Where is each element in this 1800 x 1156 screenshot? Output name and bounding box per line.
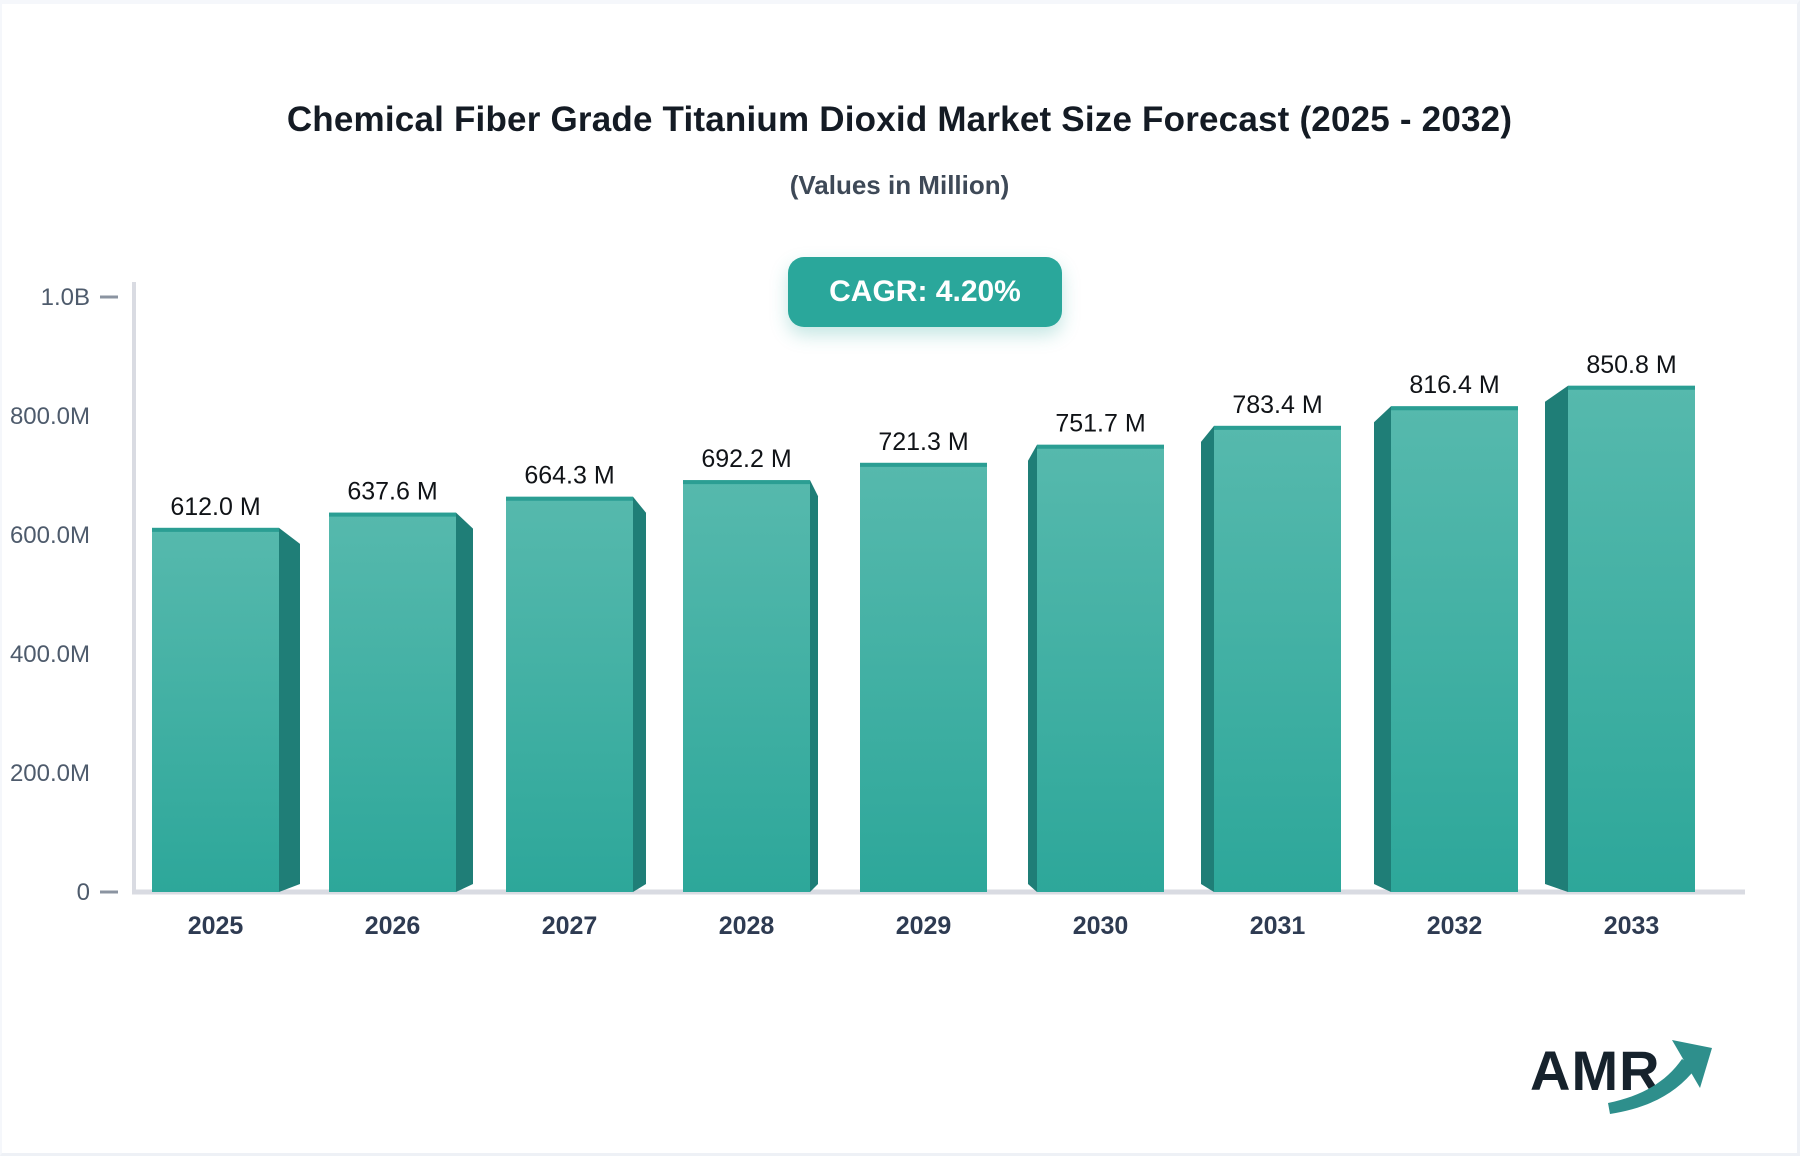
y-axis-label: 600.0M — [10, 522, 90, 549]
bar-value-label: 664.3 M — [524, 462, 614, 490]
bar-value-label: 721.3 M — [878, 428, 968, 456]
x-axis-label: 2030 — [1073, 912, 1129, 940]
bar-2031 — [1214, 425, 1341, 892]
bar-value-label: 692.2 M — [701, 445, 791, 473]
x-axis-label: 2029 — [896, 912, 952, 940]
cagr-badge-label: CAGR: 4.20% — [829, 275, 1021, 308]
bar-value-label: 612.0 M — [170, 493, 260, 521]
bar-2029 — [860, 462, 987, 892]
x-axis-label: 2031 — [1250, 912, 1306, 940]
bar-side-face-2027 — [633, 496, 646, 892]
bar-value-label: 816.4 M — [1409, 371, 1499, 399]
bar-value-label: 637.6 M — [347, 478, 437, 506]
x-axis-label: 2033 — [1604, 912, 1660, 940]
bar-side-face-2026 — [456, 512, 473, 892]
x-axis-label: 2027 — [542, 912, 598, 940]
chart-title: Chemical Fiber Grade Titanium Dioxid Mar… — [286, 100, 1513, 139]
bar-2032 — [1391, 406, 1518, 892]
bar-value-label: 850.8 M — [1586, 351, 1676, 379]
amr-logo-text: AMR — [1530, 1039, 1661, 1102]
x-axis-label: 2028 — [719, 912, 775, 940]
y-axis-label: 400.0M — [10, 641, 90, 668]
x-axis-label: 2032 — [1427, 912, 1483, 940]
bar-value-label: 783.4 M — [1232, 391, 1322, 419]
bar-side-face-2032 — [1374, 406, 1391, 892]
market-forecast-bar-chart: 1.0B 800.0M 600.0M 400.0M 200.0M 0 612.0 M 2025… — [10, 282, 1745, 940]
bar-2030 — [1037, 444, 1164, 892]
y-axis-label: 800.0M — [10, 403, 90, 430]
bar-2026 — [329, 512, 456, 892]
chart-subtitle: (Values in Million) — [789, 170, 1010, 200]
bar-side-face-2031 — [1201, 425, 1214, 892]
cagr-badge: CAGR: 4.20% — [788, 257, 1062, 327]
y-axis-label: 0 — [77, 879, 90, 906]
bar-2025 — [152, 527, 279, 892]
bar-side-face-2025 — [279, 527, 300, 892]
bar-side-face-2033 — [1545, 385, 1568, 892]
bar-2028 — [683, 480, 810, 892]
y-axis-label: 200.0M — [10, 760, 90, 787]
amr-logo: AMR — [1530, 1032, 1750, 1122]
x-axis-label: 2026 — [365, 912, 421, 940]
bar-side-face-2030 — [1028, 444, 1037, 892]
bar-2033 — [1568, 385, 1695, 892]
bar-side-face-2028 — [810, 480, 818, 892]
growth-arrow-icon — [1608, 1040, 1712, 1114]
y-axis-label: 1.0B — [41, 284, 90, 311]
x-axis-label: 2025 — [188, 912, 244, 940]
bar-value-label: 751.7 M — [1055, 410, 1145, 438]
bar-2027 — [506, 496, 633, 892]
